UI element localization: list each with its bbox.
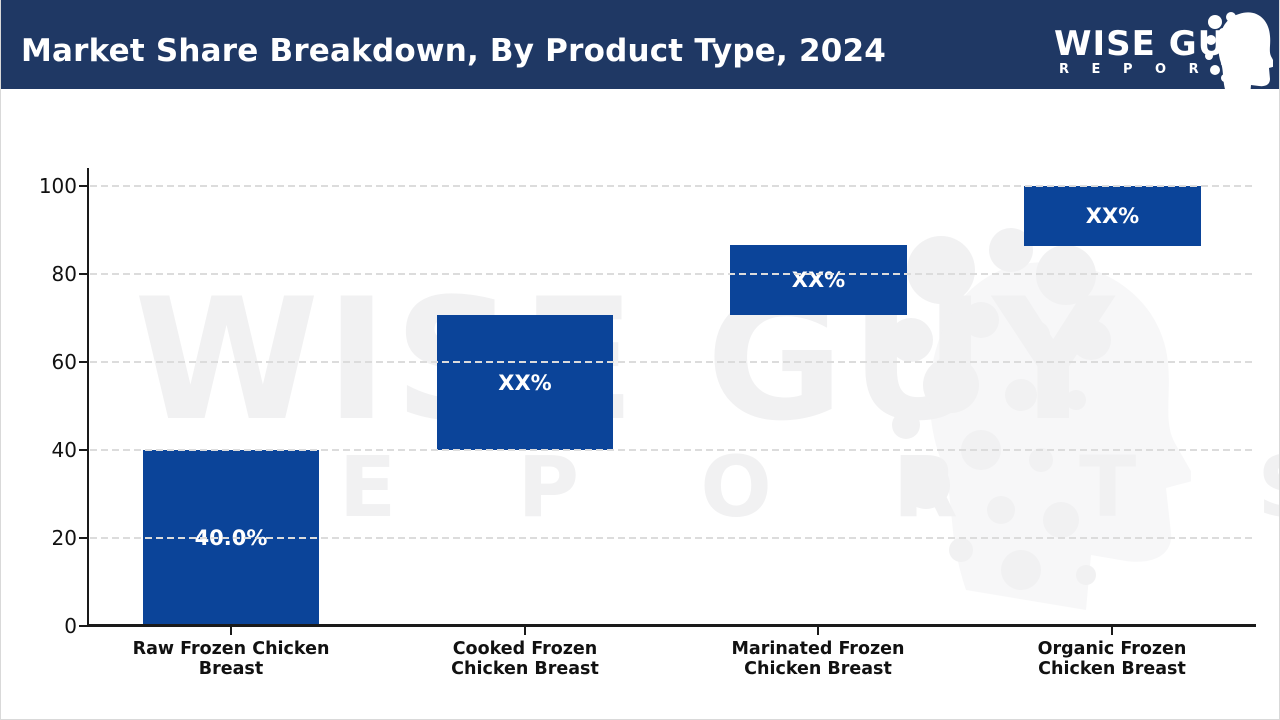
y-tick-label-0: 0 — [64, 614, 77, 638]
brand-logo-wordmark: WISE GUY — [1054, 24, 1252, 64]
y-tick-label-80: 80 — [51, 262, 77, 286]
y-tick-40 — [79, 449, 87, 451]
brand-logo: WISE GUY R E P O R T S — [1019, 6, 1273, 90]
bar-marinated-frozen-chicken-breast: XX% — [730, 245, 907, 315]
gridline-40 — [90, 449, 1256, 451]
y-tick-0 — [79, 625, 87, 627]
x-tick-2 — [524, 627, 526, 635]
gridline-20 — [90, 537, 1256, 539]
y-tick-label-60: 60 — [51, 350, 77, 374]
gridline-60 — [90, 361, 1256, 363]
x-label-line1: Marinated Frozen — [731, 639, 905, 659]
bar-cooked-frozen-chicken-breast: XX% — [437, 315, 613, 450]
gridline-100 — [90, 185, 1256, 187]
watermark-text-line2: R E P O R T S — [153, 438, 1280, 536]
x-label-line2: Chicken Breast — [744, 659, 892, 679]
x-label-line1: Organic Frozen — [1037, 639, 1187, 659]
x-label-organic-frozen-chicken-breast: Organic Frozen Chicken Breast — [980, 639, 1244, 679]
bar-value-label: XX% — [791, 268, 846, 292]
page-title: Market Share Breakdown, By Product Type,… — [21, 33, 887, 69]
y-tick-20 — [79, 537, 87, 539]
y-tick-label-40: 40 — [51, 438, 77, 462]
x-label-raw-frozen-chicken-breast: Raw Frozen Chicken Breast — [99, 639, 363, 679]
y-tick-80 — [79, 273, 87, 275]
brand-head-icon — [1205, 12, 1273, 90]
y-tick-60 — [79, 361, 87, 363]
bar-value-label: XX% — [1085, 204, 1140, 228]
x-tick-4 — [1111, 627, 1113, 635]
brand-logo-subtext: R E P O R T S — [1059, 62, 1271, 77]
x-label-line1: Cooked Frozen — [452, 639, 598, 659]
watermark-text-line1: WISE GUY — [134, 262, 1121, 458]
y-tick-100 — [79, 185, 87, 187]
x-tick-1 — [230, 627, 232, 635]
x-axis-line — [87, 624, 1256, 627]
x-label-cooked-frozen-chicken-breast: Cooked Frozen Chicken Breast — [393, 639, 657, 679]
bar-organic-frozen-chicken-breast: XX% — [1024, 186, 1201, 246]
bar-value-label: XX% — [498, 370, 552, 395]
y-tick-label-100: 100 — [38, 174, 77, 198]
x-tick-3 — [817, 627, 819, 635]
x-label-line2: Chicken Breast — [451, 659, 599, 679]
x-label-line2: Breast — [198, 659, 264, 679]
x-label-marinated-frozen-chicken-breast: Marinated Frozen Chicken Breast — [686, 639, 950, 679]
header-bar: Market Share Breakdown, By Product Type,… — [1, 0, 1279, 90]
y-tick-label-20: 20 — [51, 526, 77, 550]
y-axis-line — [87, 168, 89, 626]
gridline-80 — [90, 273, 1256, 275]
x-label-line2: Chicken Breast — [1038, 659, 1186, 679]
x-label-line1: Raw Frozen Chicken — [132, 639, 330, 659]
